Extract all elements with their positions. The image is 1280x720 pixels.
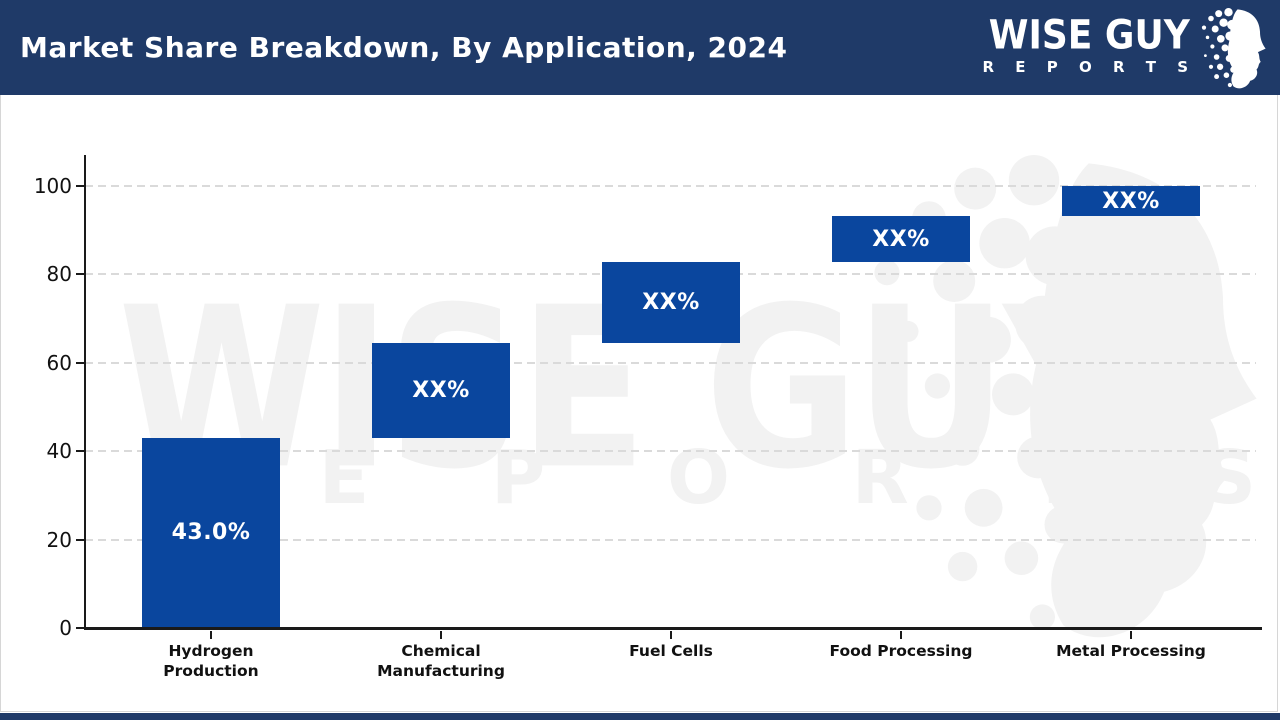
watermark-brand-subtitle: R E P O R T S xyxy=(140,435,1280,521)
y-axis-line xyxy=(84,155,86,630)
bar-value-label: XX% xyxy=(412,378,470,404)
y-tick-mark xyxy=(76,273,85,276)
chart-area: WISE GUY R E P O R T S 0 20 40 60 80 100 43.0%… xyxy=(0,95,1280,713)
bar-value-label: XX% xyxy=(642,290,700,316)
gridline xyxy=(85,450,1256,453)
header: Market Share Breakdown, By Application, … xyxy=(0,0,1280,95)
brand-text: WISE GUY R E P O R T S xyxy=(982,12,1196,76)
bar-chemical-manufacturing: XX% xyxy=(372,343,510,438)
y-tick-label: 20 xyxy=(46,527,72,552)
bar-value-label: XX% xyxy=(1102,188,1160,214)
y-tick-mark xyxy=(76,450,85,453)
page-title: Market Share Breakdown, By Application, … xyxy=(20,31,788,64)
x-tick-mark xyxy=(900,631,902,639)
y-tick-label: 60 xyxy=(46,350,72,375)
bar-value-label: 43.0% xyxy=(171,520,251,546)
y-tick-mark xyxy=(76,185,85,187)
x-label-hydrogen-production: Hydrogen Production xyxy=(163,642,259,680)
brand-face-icon xyxy=(1201,8,1266,89)
gridline xyxy=(85,361,1256,364)
gridline xyxy=(85,185,1256,187)
y-tick-mark xyxy=(76,627,85,629)
x-label-food-processing: Food Processing xyxy=(829,642,973,660)
bar-food-processing: XX% xyxy=(832,216,970,263)
y-tick-mark xyxy=(76,538,85,541)
bar-metal-processing: XX% xyxy=(1062,186,1200,217)
y-tick-label: 40 xyxy=(46,439,72,464)
brand-subtitle: R E P O R T S xyxy=(982,58,1196,76)
y-tick-mark xyxy=(76,361,85,364)
x-tick-mark xyxy=(210,631,212,639)
y-tick-label: 80 xyxy=(46,262,72,287)
x-tick-mark xyxy=(440,631,442,639)
y-tick-label: 100 xyxy=(33,174,72,198)
footer-bar xyxy=(0,713,1280,720)
gridline xyxy=(85,538,1256,541)
x-axis-line xyxy=(84,627,1262,630)
x-tick-mark xyxy=(1130,631,1132,639)
x-tick-mark xyxy=(670,631,672,639)
brand-logo: WISE GUY R E P O R T S xyxy=(983,6,1266,90)
bar-hydrogen-production: 43.0% xyxy=(142,437,280,628)
bar-fuel-cells: XX% xyxy=(602,262,740,344)
x-label-fuel-cells: Fuel Cells xyxy=(629,642,713,660)
y-tick-label: 0 xyxy=(59,616,72,640)
x-label-metal-processing: Metal Processing xyxy=(1056,642,1206,660)
x-label-chemical-manufacturing: Chemical Manufacturing xyxy=(377,642,505,680)
brand-name: WISE GUY xyxy=(988,12,1190,59)
bar-value-label: XX% xyxy=(872,226,930,252)
